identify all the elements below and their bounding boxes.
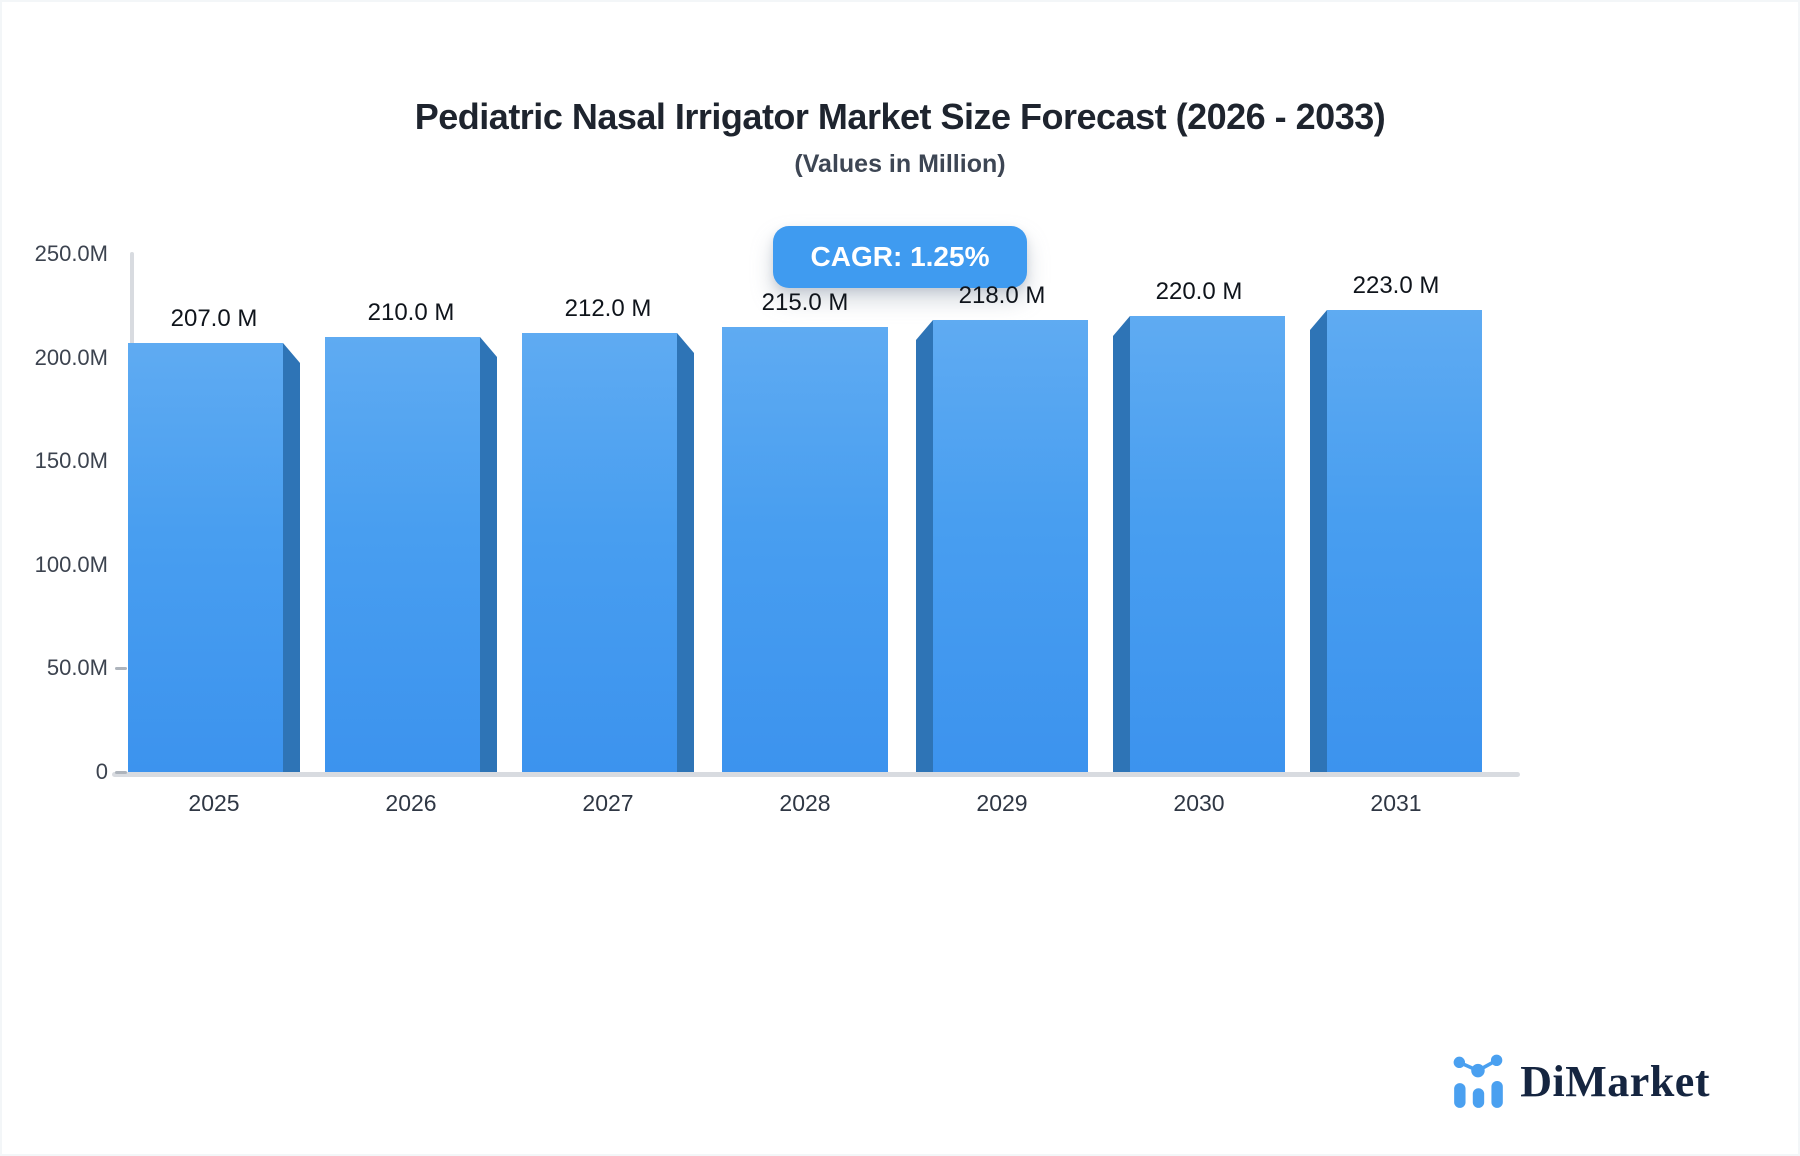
bar-line-chart-icon: [1453, 1054, 1504, 1108]
bar-3d-side: [677, 333, 694, 772]
y-axis-tick-label: 0: [95, 759, 108, 784]
bar-2031[interactable]: 223.0 M: [1310, 272, 1482, 772]
bar-face: [128, 343, 283, 772]
bar-2026[interactable]: 210.0 M: [325, 299, 497, 772]
logo-text: DiMarket: [1520, 1056, 1710, 1106]
bar-3d-side: [480, 337, 497, 772]
y-axis-tick-label: 250.0M: [34, 241, 108, 266]
bar-3d-side: [916, 320, 933, 772]
bar-face: [1327, 310, 1482, 772]
x-axis-line: [112, 772, 1520, 777]
chart-title: Pediatric Nasal Irrigator Market Size Fo…: [414, 96, 1386, 137]
y-axis-tick-mark: [115, 771, 127, 774]
y-axis-tick-label: 150.0M: [34, 448, 108, 474]
bar-face: [933, 320, 1088, 772]
bar-face: [1130, 316, 1285, 772]
bar-2030[interactable]: 220.0 M: [1113, 278, 1285, 772]
x-axis-tick-label: 2025: [188, 790, 240, 816]
cagr-badge: CAGR: 1.25%: [772, 226, 1028, 288]
bar-value-label: 210.0 M: [367, 299, 455, 326]
bar-value-label: 220.0 M: [1155, 278, 1243, 305]
bar-2025[interactable]: 207.0 M: [128, 305, 300, 772]
bar-3d-side: [283, 343, 300, 772]
bar-value-label: 212.0 M: [564, 295, 652, 322]
chart-subtitle: (Values in Million): [794, 150, 1006, 178]
bar-value-label: 223.0 M: [1352, 272, 1440, 299]
bar-2027[interactable]: 212.0 M: [522, 295, 694, 772]
y-axis-tick-label: 200.0M: [34, 344, 108, 370]
x-axis-tick-label: 2026: [385, 790, 437, 816]
x-axis-tick-label: 2027: [582, 790, 634, 816]
bar-face: [722, 327, 888, 772]
x-axis-tick-label: 2031: [1370, 790, 1422, 816]
bar-3d-side: [1310, 310, 1327, 772]
bar-face: [325, 337, 480, 772]
bar-2028[interactable]: 215.0 M: [722, 289, 888, 772]
y-axis-tick-mark: [115, 667, 127, 671]
y-axis-tick-label: 50.0M: [46, 655, 108, 681]
dimarket-logo: DiMarket: [1450, 1052, 1710, 1110]
x-axis-tick-label: 2029: [976, 790, 1028, 816]
cagr-badge-wrap: CAGR: 1.25%: [2, 226, 1798, 288]
bar-2029[interactable]: 218.0 M: [916, 282, 1088, 772]
x-axis-tick-label: 2030: [1173, 790, 1225, 816]
bar-3d-side: [1113, 316, 1130, 772]
bar-face: [522, 333, 677, 772]
x-axis-tick-label: 2028: [779, 790, 831, 816]
y-axis-tick-label: 100.0M: [34, 551, 108, 577]
bar-value-label: 207.0 M: [170, 305, 258, 332]
bar-value-label: 218.0 M: [958, 282, 1046, 309]
bar-value-label: 215.0 M: [761, 289, 849, 316]
